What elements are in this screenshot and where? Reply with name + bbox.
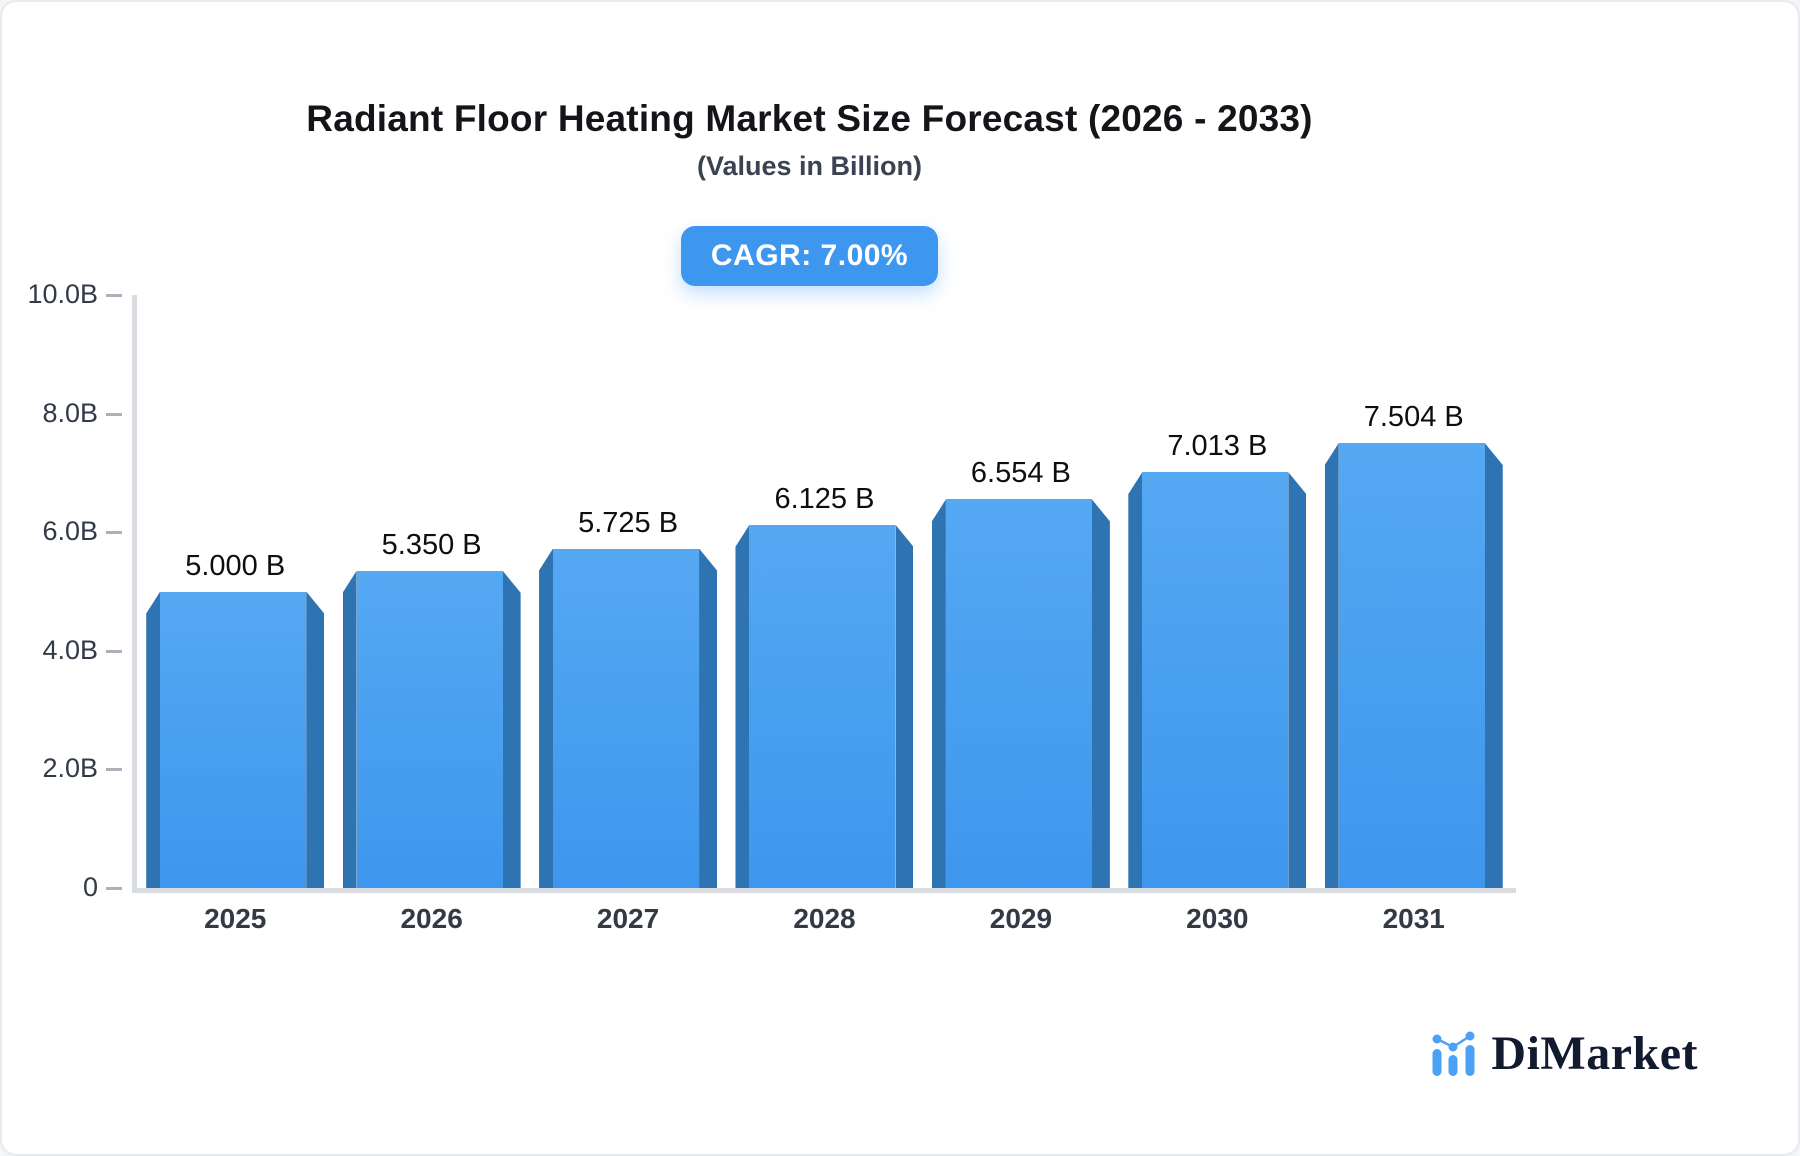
bar-group: 7.504 B	[1316, 295, 1512, 888]
bar-group: 5.725 B	[530, 295, 726, 888]
bar-value-label: 5.000 B	[185, 549, 286, 582]
bar-face-left	[1128, 472, 1143, 888]
x-axis-line	[132, 888, 1516, 893]
x-tick-label: 2026	[400, 903, 463, 934]
bar	[1128, 472, 1307, 888]
bar-face-left	[735, 524, 750, 888]
bar-face-front	[1142, 472, 1289, 888]
x-tick-label: 2031	[1382, 903, 1445, 934]
y-tick-label: 10.0B	[27, 279, 98, 309]
bar-face-left	[342, 570, 357, 888]
y-axis-line	[132, 295, 137, 893]
y-tick-label: 0	[82, 872, 98, 902]
x-axis-labels: 2025 2026 2027 2028 2029 2030 2031	[137, 903, 1512, 935]
bar	[735, 524, 914, 888]
cagr-badge: CAGR: 7.00%	[680, 226, 939, 286]
x-tick-label: 2029	[989, 903, 1053, 934]
bar-face-right	[306, 591, 325, 888]
bar-face-right	[895, 524, 914, 888]
bar-face-right	[699, 548, 718, 888]
bar-face-front	[553, 548, 700, 888]
x-tick-label: 2028	[793, 903, 856, 934]
x-tick-label: 2027	[596, 903, 660, 934]
bar-group: 6.554 B	[923, 295, 1119, 888]
bar	[342, 570, 521, 888]
bar-face-front	[1338, 443, 1485, 888]
chart-title: Radiant Floor Heating Market Size Foreca…	[306, 98, 1313, 139]
bar-value-label: 6.554 B	[970, 457, 1071, 490]
x-tick-label: 2025	[204, 903, 267, 934]
logo-text: DiMarket	[1491, 1027, 1698, 1080]
bar-value-label: 7.504 B	[1363, 401, 1464, 434]
y-tick-dash	[106, 649, 122, 653]
bar-value-label: 6.125 B	[774, 482, 875, 515]
y-tick-dash	[106, 768, 122, 772]
bar-face-left	[539, 548, 554, 888]
y-tick-dash	[106, 531, 122, 535]
bar-face-front	[945, 499, 1092, 888]
bar-group: 5.350 B	[333, 295, 529, 888]
bar-value-label: 5.725 B	[578, 506, 679, 539]
bar-face-front	[749, 524, 896, 888]
bars-row: 5.000 B 5.350 B 5.725 B 6.125 B 6.554 B 7.013…	[137, 295, 1512, 888]
y-tick-label: 4.0B	[42, 634, 98, 665]
y-tick-label: 6.0B	[42, 516, 98, 547]
bar-group: 5.000 B	[137, 295, 333, 888]
y-tick-dash	[106, 412, 122, 416]
bar-face-left	[931, 499, 946, 888]
bar-value-label: 5.350 B	[381, 528, 482, 561]
bar	[146, 591, 325, 888]
y-tick-dash	[106, 294, 122, 297]
y-tick-label: 2.0B	[42, 753, 98, 784]
y-tick-label: 8.0B	[42, 397, 98, 428]
mini-bar-chart-logo-icon	[1427, 1027, 1481, 1081]
bar-group: 7.013 B	[1119, 295, 1315, 888]
y-tick-dash	[106, 887, 122, 890]
bar-face-right	[502, 570, 521, 888]
dimarket-logo[interactable]: DiMarket	[1427, 1026, 1698, 1081]
bar-face-left	[146, 591, 161, 888]
bar-face-right	[1484, 443, 1503, 888]
bar-value-label: 7.013 B	[1167, 430, 1268, 463]
bar-group: 6.125 B	[726, 295, 922, 888]
bar-face-left	[1324, 443, 1339, 888]
bar	[1324, 443, 1503, 888]
bar-face-right	[1288, 472, 1307, 888]
bar-face-front	[160, 591, 307, 888]
bar-face-front	[356, 570, 503, 888]
bar	[931, 499, 1110, 888]
bar	[539, 548, 718, 888]
cagr-badge-row: CAGR: 7.00%	[2, 226, 1617, 286]
bar-face-right	[1091, 499, 1110, 888]
chart-subtitle: (Values in Billion)	[696, 151, 923, 181]
x-tick-label: 2030	[1186, 903, 1249, 934]
